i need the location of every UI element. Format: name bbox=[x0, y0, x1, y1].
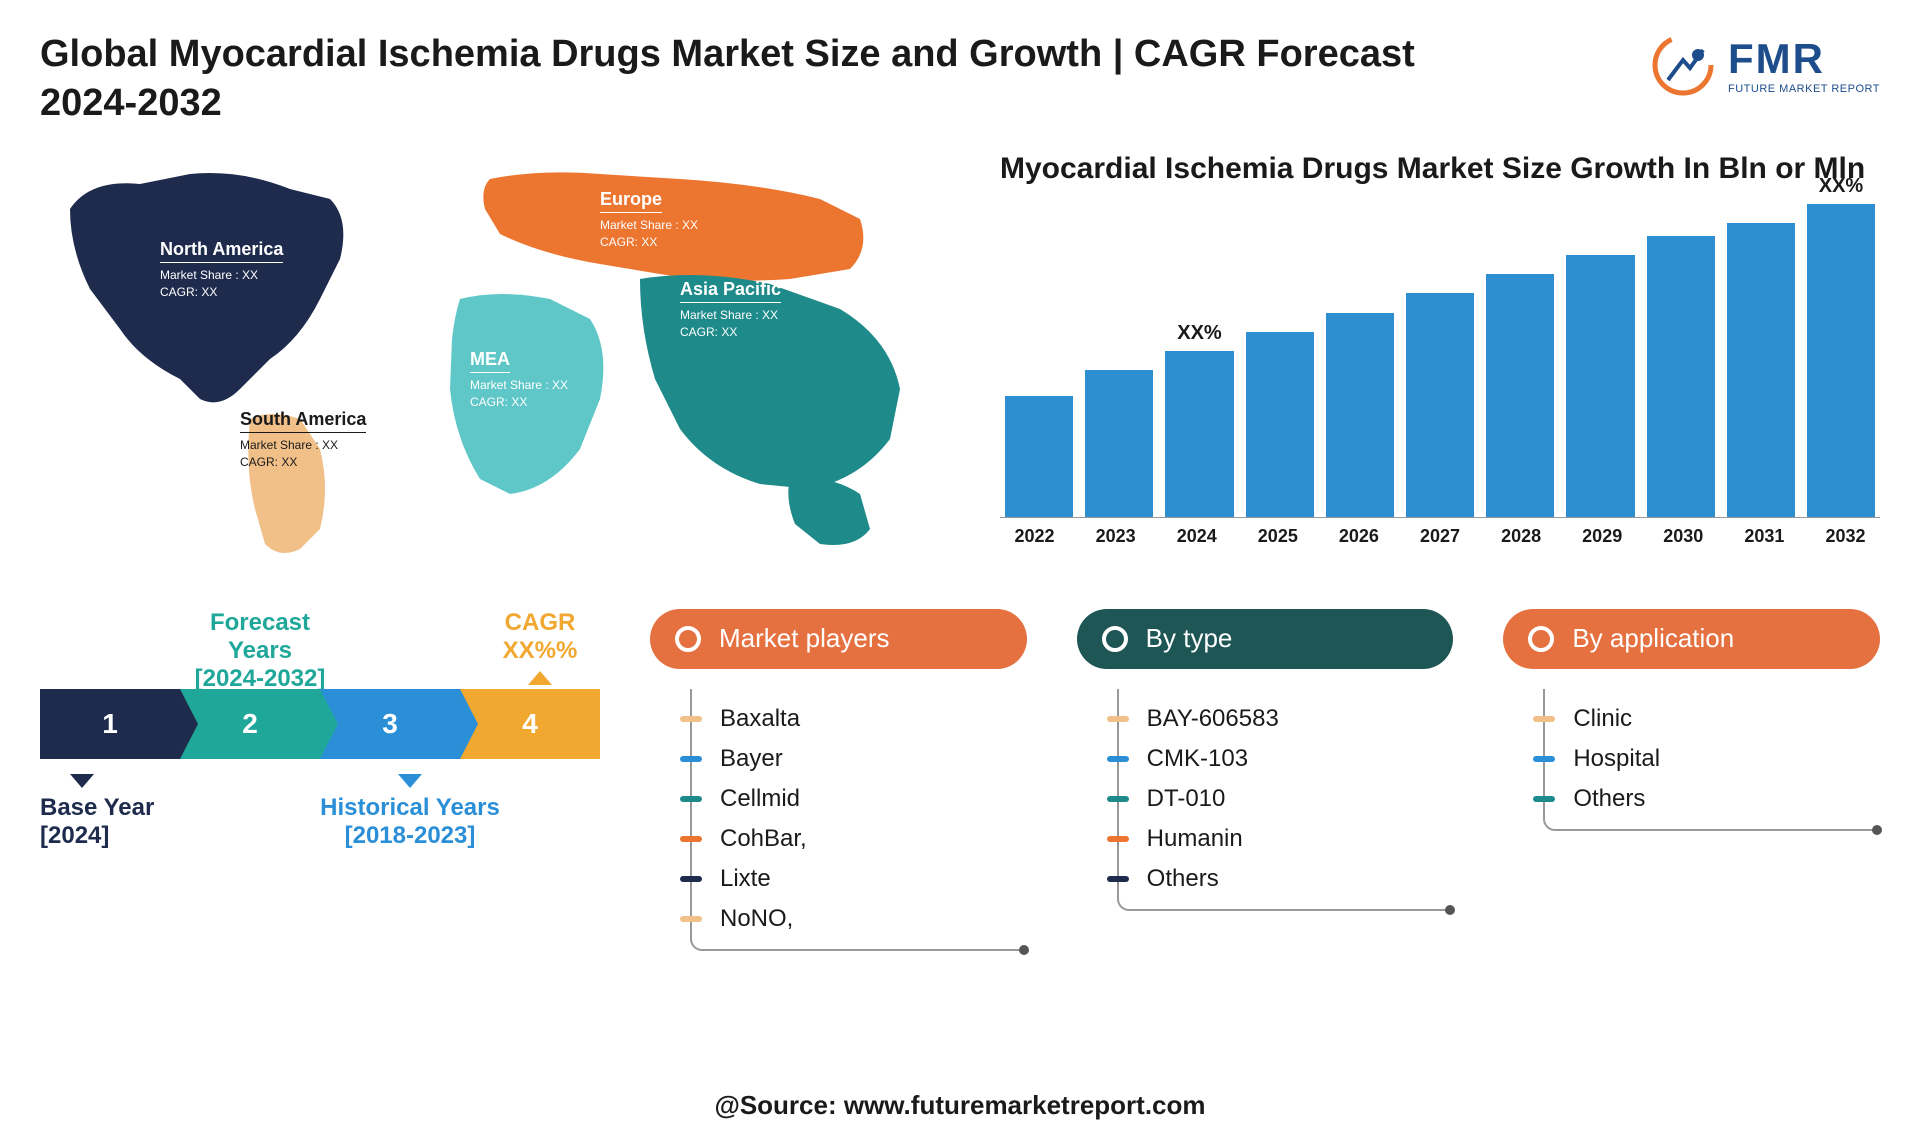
page-title: Global Myocardial Ischemia Drugs Market … bbox=[40, 30, 1440, 129]
timeline-step-1: 1 bbox=[40, 689, 180, 759]
list-item: CMK-103 bbox=[1107, 739, 1454, 779]
bar-2031 bbox=[1727, 198, 1795, 517]
base-year-label: Base Year [2024] bbox=[40, 774, 180, 850]
x-label-2029: 2029 bbox=[1568, 526, 1637, 547]
list-item: Others bbox=[1107, 859, 1454, 899]
list-item: Baxalta bbox=[680, 699, 1027, 739]
list-item: Hospital bbox=[1533, 739, 1880, 779]
bar-2030 bbox=[1647, 198, 1715, 517]
x-label-2028: 2028 bbox=[1487, 526, 1556, 547]
region-label-europe: Europe Market Share : XX CAGR: XX bbox=[600, 189, 698, 251]
bar-2022 bbox=[1005, 198, 1073, 517]
world-map: North America Market Share : XX CAGR: XX… bbox=[40, 149, 960, 569]
x-label-2027: 2027 bbox=[1405, 526, 1474, 547]
list-item: Lixte bbox=[680, 859, 1027, 899]
cagr-label: CAGR XX%% bbox=[480, 609, 600, 685]
bullet-icon bbox=[680, 916, 702, 922]
category-header: By type bbox=[1077, 609, 1454, 669]
bullet-icon bbox=[680, 756, 702, 762]
x-label-2031: 2031 bbox=[1730, 526, 1799, 547]
logo-main-text: FMR bbox=[1728, 35, 1880, 83]
bar-2032: XX% bbox=[1807, 198, 1875, 517]
bullet-icon bbox=[680, 796, 702, 802]
x-label-2024: 2024 bbox=[1162, 526, 1231, 547]
bar-2026 bbox=[1326, 198, 1394, 517]
bullet-icon bbox=[680, 876, 702, 882]
growth-bar-chart: Myocardial Ischemia Drugs Market Size Gr… bbox=[1000, 149, 1880, 569]
bar-2029 bbox=[1566, 198, 1634, 517]
historical-years-label: Historical Years [2018-2023] bbox=[310, 774, 510, 850]
logo-icon bbox=[1648, 30, 1718, 100]
bar-2023 bbox=[1085, 198, 1153, 517]
bullet-icon bbox=[1107, 796, 1129, 802]
timeline-block: Forecast Years [2024-2032] CAGR XX%% 123… bbox=[40, 609, 600, 951]
source-attribution: @Source: www.futuremarketreport.com bbox=[714, 1090, 1205, 1121]
x-label-2023: 2023 bbox=[1081, 526, 1150, 547]
x-label-2030: 2030 bbox=[1649, 526, 1718, 547]
timeline-step-4: 4 bbox=[460, 689, 600, 759]
list-item: Clinic bbox=[1533, 699, 1880, 739]
bullet-icon bbox=[1533, 716, 1555, 722]
list-item: CohBar, bbox=[680, 819, 1027, 859]
category-market-players: Market players BaxaltaBayerCellmidCohBar,… bbox=[650, 609, 1027, 951]
list-item: DT-010 bbox=[1107, 779, 1454, 819]
bullet-icon bbox=[1107, 716, 1129, 722]
list-item: Bayer bbox=[680, 739, 1027, 779]
timeline-step-3: 3 bbox=[320, 689, 460, 759]
region-label-north-america: North America Market Share : XX CAGR: XX bbox=[160, 239, 283, 301]
list-item: NoNO, bbox=[680, 899, 1027, 939]
bullet-icon bbox=[1107, 876, 1129, 882]
bullet-icon bbox=[1107, 836, 1129, 842]
bar-2028 bbox=[1486, 198, 1554, 517]
bullet-icon bbox=[1533, 796, 1555, 802]
fmr-logo: FMR FUTURE MARKET REPORT bbox=[1648, 30, 1880, 100]
x-label-2026: 2026 bbox=[1324, 526, 1393, 547]
bullet-icon bbox=[1107, 756, 1129, 762]
timeline-step-2: 2 bbox=[180, 689, 320, 759]
region-label-south-america: South America Market Share : XX CAGR: XX bbox=[240, 409, 366, 471]
list-item: Cellmid bbox=[680, 779, 1027, 819]
region-label-asia-pacific: Asia Pacific Market Share : XX CAGR: XX bbox=[680, 279, 781, 341]
logo-sub-text: FUTURE MARKET REPORT bbox=[1728, 83, 1880, 95]
category-by-application: By application ClinicHospitalOthers bbox=[1503, 609, 1880, 951]
category-header: Market players bbox=[650, 609, 1027, 669]
bullet-icon bbox=[680, 836, 702, 842]
list-item: BAY-606583 bbox=[1107, 699, 1454, 739]
region-label-mea: MEA Market Share : XX CAGR: XX bbox=[470, 349, 568, 411]
x-label-2025: 2025 bbox=[1243, 526, 1312, 547]
category-by-type: By type BAY-606583CMK-103DT-010HumaninOth… bbox=[1077, 609, 1454, 951]
bar-2025 bbox=[1246, 198, 1314, 517]
category-header: By application bbox=[1503, 609, 1880, 669]
x-label-2022: 2022 bbox=[1000, 526, 1069, 547]
x-label-2032: 2032 bbox=[1811, 526, 1880, 547]
list-item: Humanin bbox=[1107, 819, 1454, 859]
bar-2027 bbox=[1406, 198, 1474, 517]
bullet-icon bbox=[1533, 756, 1555, 762]
bullet-icon bbox=[680, 716, 702, 722]
list-item: Others bbox=[1533, 779, 1880, 819]
bar-2024: XX% bbox=[1165, 198, 1233, 517]
chart-title: Myocardial Ischemia Drugs Market Size Gr… bbox=[1000, 149, 1880, 188]
